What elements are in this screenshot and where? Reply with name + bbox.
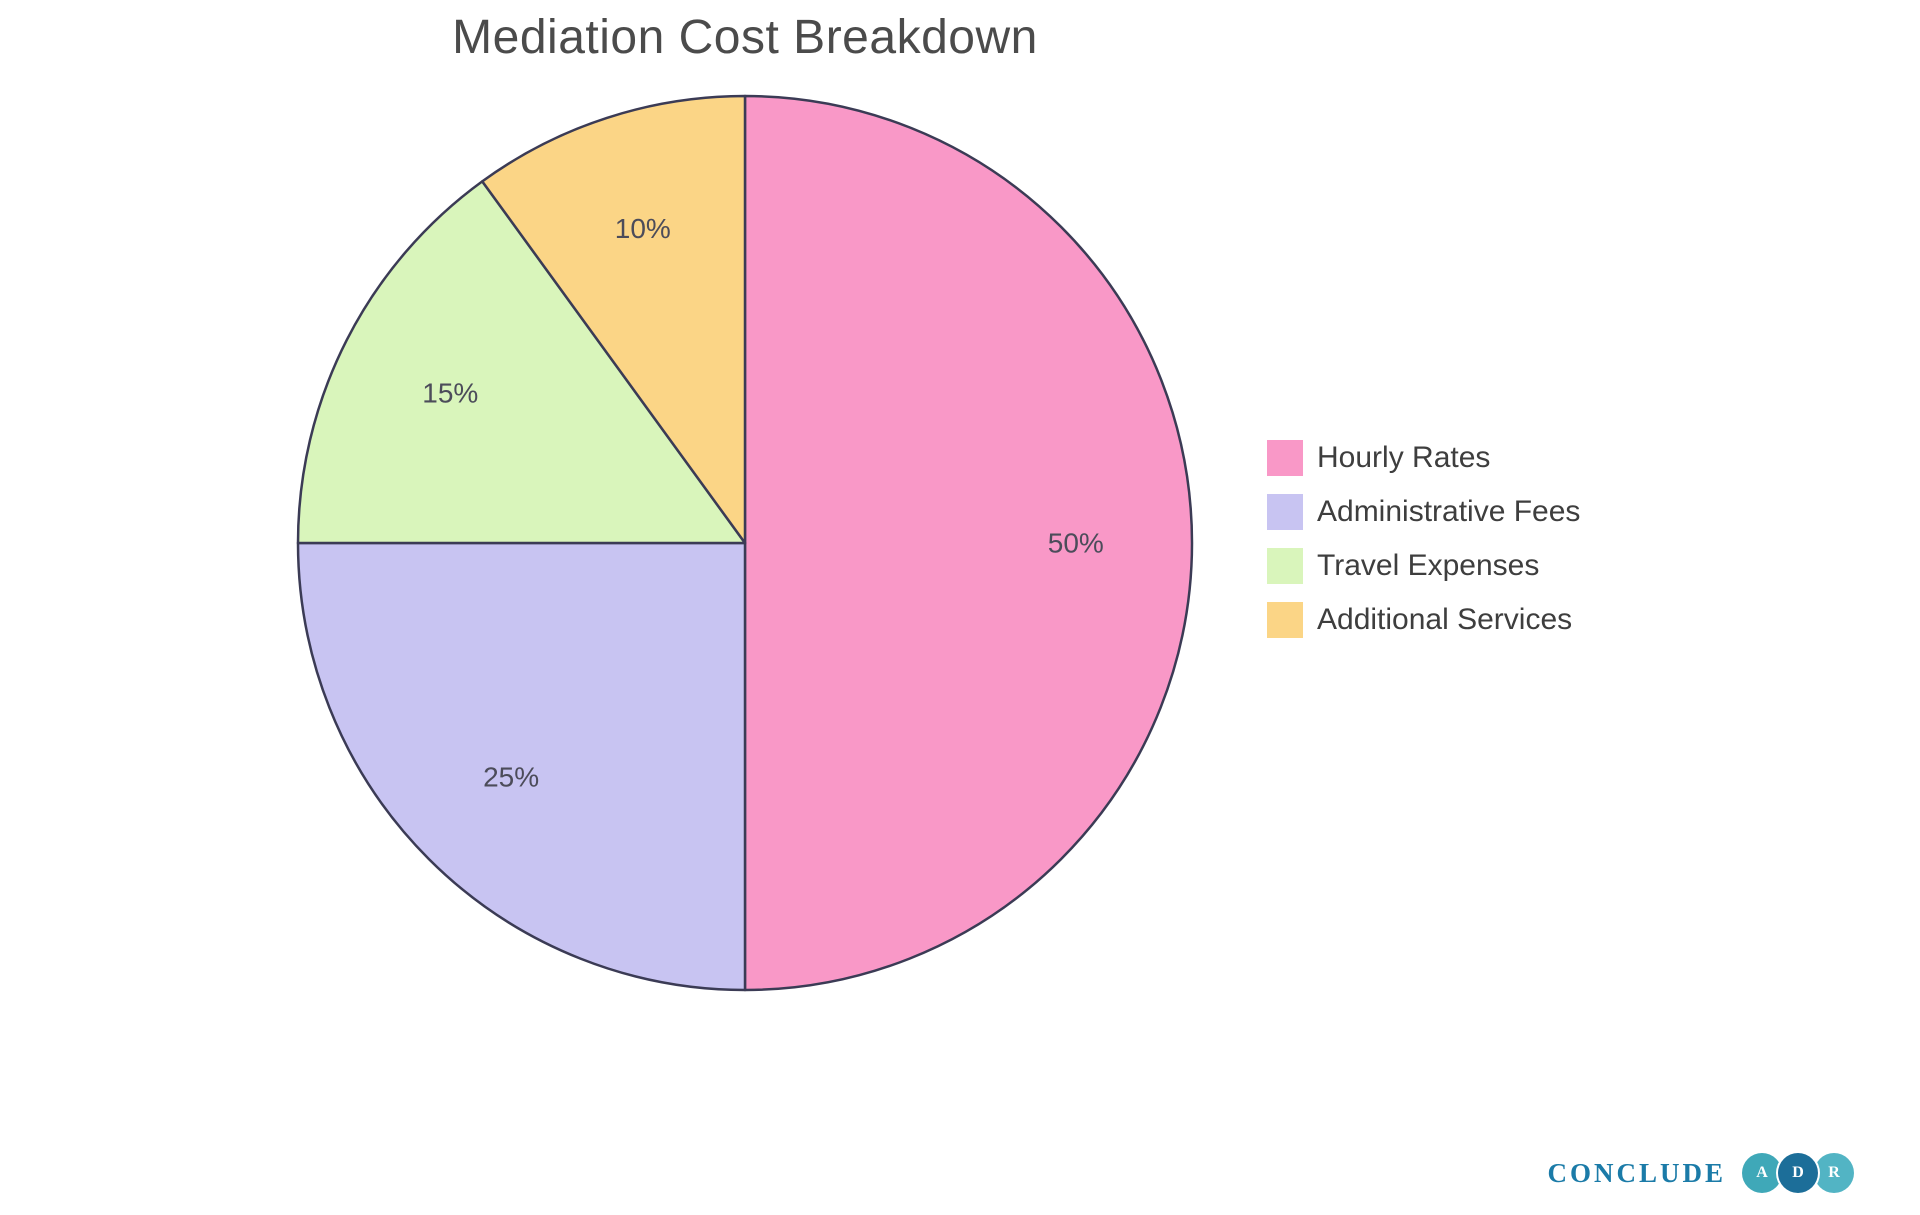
pie-slice (296, 541, 747, 992)
pie-slice (481, 94, 747, 545)
slice-percentage-label: 25% (483, 761, 539, 792)
legend-label: Administrative Fees (1317, 495, 1581, 528)
legend-swatch (1267, 440, 1303, 476)
legend-item: Additional Services (1267, 602, 1580, 638)
slice-percentage-label: 15% (422, 377, 478, 408)
legend: Hourly Rates Administrative Fees Travel Ex… (1267, 440, 1580, 656)
brand-badge-r: R (1814, 1153, 1854, 1193)
chart-title: Mediation Cost Breakdown (452, 11, 1038, 64)
legend-swatch (1267, 548, 1303, 584)
legend-label: Hourly Rates (1317, 441, 1491, 474)
slice-percentage-label: 50% (1048, 528, 1104, 559)
brand-wordmark: CONCLUDE (1547, 1157, 1726, 1188)
pie-slice (296, 180, 747, 545)
legend-item: Travel Expenses (1267, 548, 1580, 584)
legend-item: Administrative Fees (1267, 494, 1580, 530)
pie-slice (743, 94, 1194, 992)
pie-chart: 50% 25% 15% 10% (296, 94, 1194, 992)
legend-item: Hourly Rates (1267, 440, 1580, 476)
brand-badge-a: A (1742, 1153, 1782, 1193)
legend-label: Travel Expenses (1317, 549, 1540, 582)
slice-percentage-label: 10% (615, 213, 671, 244)
brand-badge-d: D (1778, 1153, 1818, 1193)
legend-label: Additional Services (1317, 603, 1573, 636)
legend-swatch (1267, 494, 1303, 530)
legend-swatch (1267, 602, 1303, 638)
